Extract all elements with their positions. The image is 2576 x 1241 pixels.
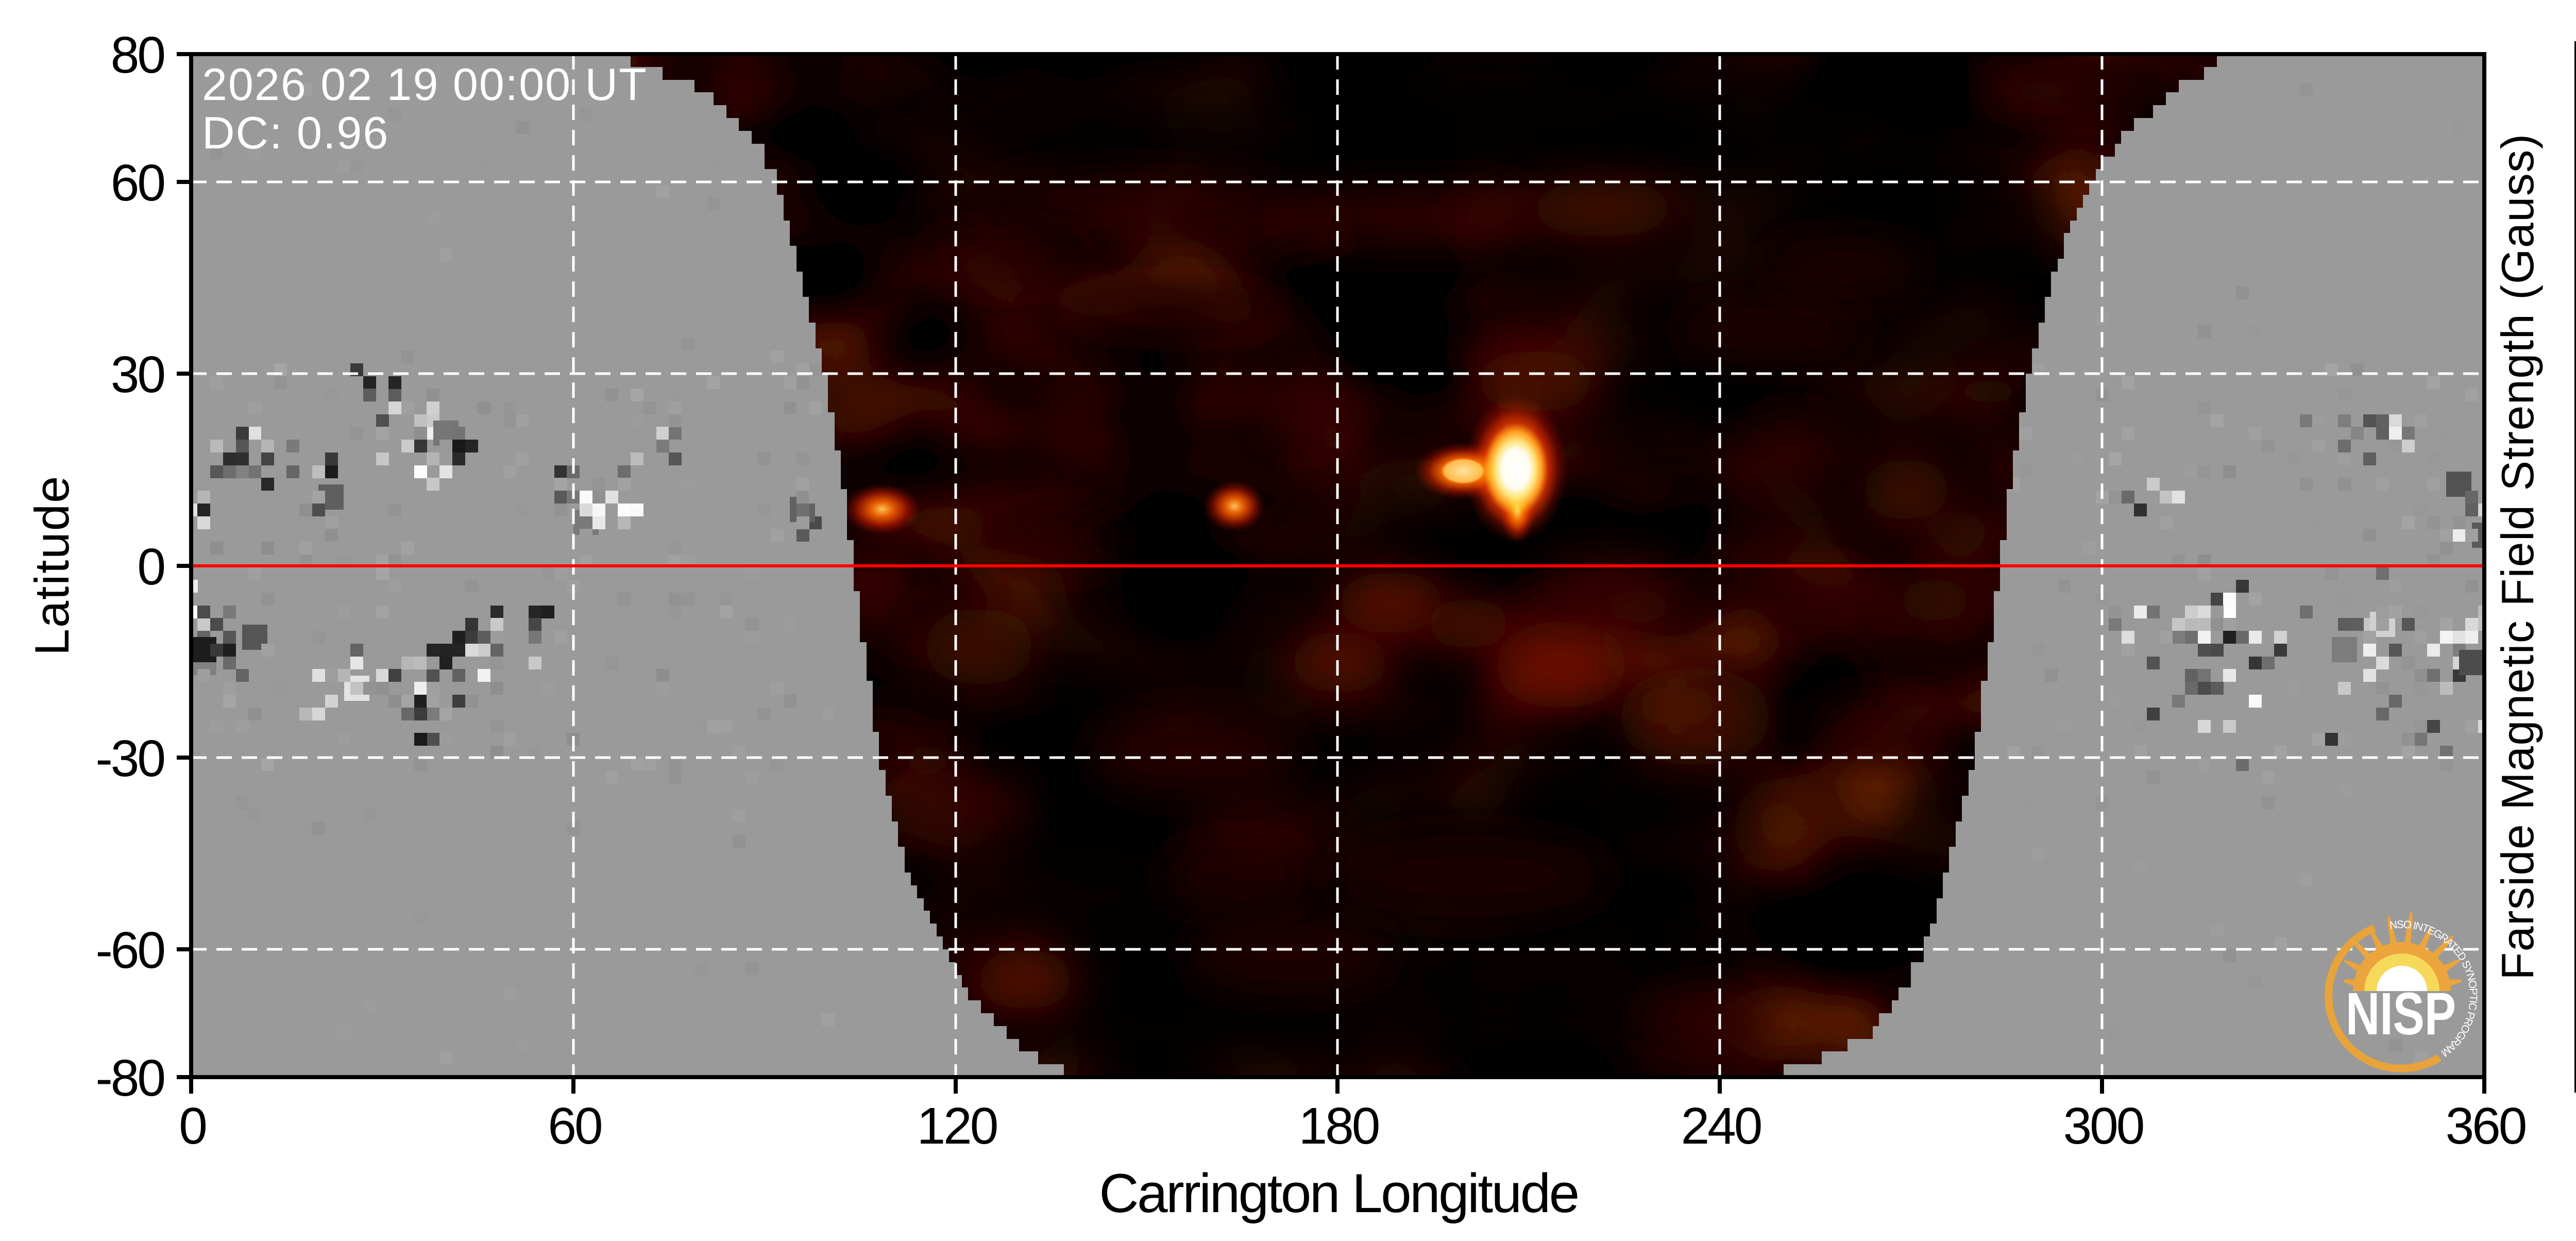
svg-text:Latitude: Latitude	[25, 475, 79, 656]
svg-text:0: 0	[179, 1097, 206, 1155]
svg-text:Carrington Longitude: Carrington Longitude	[1099, 1162, 1578, 1224]
svg-text:80: 80	[111, 26, 164, 84]
svg-text:120: 120	[917, 1097, 997, 1155]
svg-text:Farside Magnetic Field Strengt: Farside Magnetic Field Strength (Gauss)	[2492, 133, 2543, 980]
svg-text:240: 240	[1681, 1097, 1761, 1155]
svg-text:2026 02 19 00:00 UT: 2026 02 19 00:00 UT	[202, 59, 648, 110]
svg-text:-60: -60	[95, 921, 164, 979]
svg-text:-80: -80	[95, 1049, 164, 1107]
svg-text:-30: -30	[95, 730, 164, 787]
svg-text:NISP: NISP	[2346, 980, 2456, 1047]
svg-text:30: 30	[111, 346, 164, 404]
svg-text:0: 0	[137, 538, 164, 596]
svg-text:300: 300	[2063, 1097, 2143, 1155]
svg-text:60: 60	[548, 1097, 601, 1155]
svg-text:DC: 0.96: DC: 0.96	[202, 107, 389, 158]
svg-text:60: 60	[111, 154, 164, 212]
svg-text:180: 180	[1299, 1097, 1379, 1155]
svg-text:360: 360	[2446, 1097, 2526, 1155]
